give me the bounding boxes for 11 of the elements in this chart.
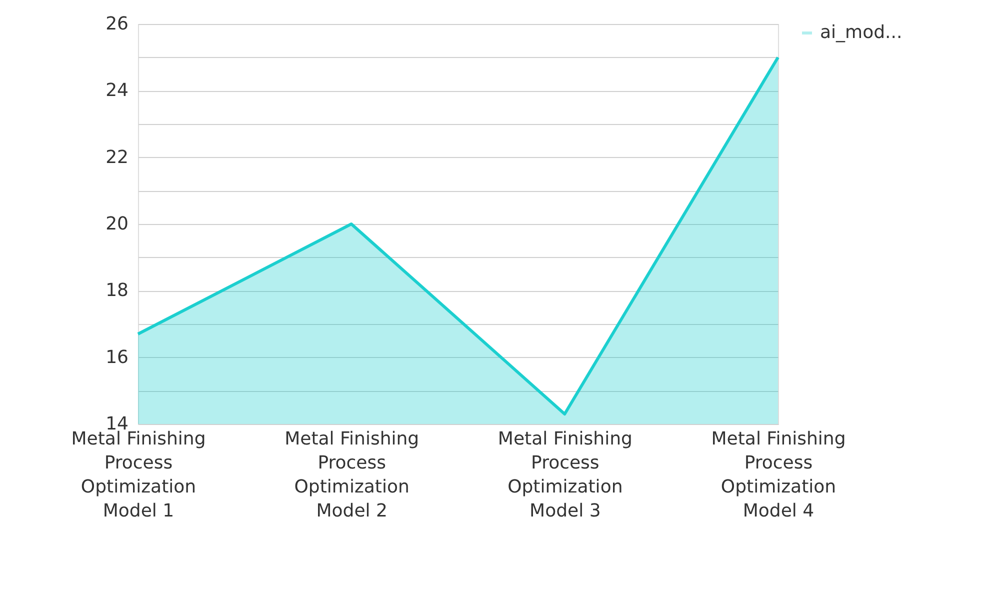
y-tick-label: 22 [106,146,128,168]
y-tick-label: 26 [106,14,128,34]
x-tick-label: Metal Finishing Process Optimization Model 4 [711,428,846,522]
x-tick-label: Metal Finishing Process Optimization Model 3 [498,428,632,522]
x-tick-label: Metal Finishing Process Optimization Model 2 [284,428,420,522]
y-tick-label: 24 [106,80,128,102]
legend-label: ai_mod... [820,22,902,43]
y-tick-label: 18 [106,280,128,302]
y-tick-label: 16 [106,346,128,368]
x-tick-label: Metal Finishing Process Optimization Model 1 [71,428,206,522]
y-tick-label: 20 [106,214,128,234]
